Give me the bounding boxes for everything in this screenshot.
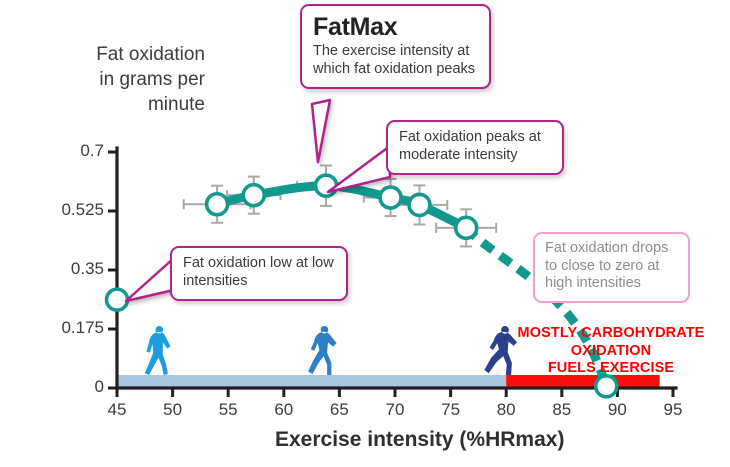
- callout-peak-body: Fat oxidation peaks at moderate intensit…: [399, 129, 541, 163]
- jogging-figure: [308, 325, 337, 375]
- y-tick-label-2: 0.35: [70, 259, 104, 278]
- x-tick-label-0: 45: [107, 400, 127, 419]
- callout-peak-pointer: [326, 144, 392, 194]
- sprinting-figure: [484, 325, 518, 375]
- y-axis-title-line-3: minute: [147, 94, 205, 115]
- x-tick-label-9: 90: [607, 400, 627, 419]
- x-tick-marks: [115, 388, 675, 397]
- aerobic-band: [117, 375, 507, 388]
- callout-low-body: Fat oxidation low at low intensities: [183, 255, 334, 289]
- x-tick-label-10: 95: [663, 400, 683, 419]
- carbohydrate-note: MOSTLY CARBOHYDRATE OXIDATION FUELS EXER…: [495, 325, 727, 378]
- x-tick-label-7: 80: [496, 400, 516, 419]
- carbohydrate-note-line-2: OXIDATION: [570, 342, 652, 359]
- data-point-5: [407, 192, 432, 218]
- y-tick-label-3: 0.525: [61, 200, 104, 219]
- data-point-0: [104, 287, 130, 312]
- callout-fatmax-title: FatMax: [313, 13, 398, 41]
- error-bars: [182, 164, 498, 248]
- x-tick-label-8: 85: [552, 400, 572, 419]
- data-point-7: [593, 374, 619, 399]
- callout-high-intensity: Fat oxidation drops to close to zero at …: [533, 232, 690, 303]
- fuel-bands: [117, 375, 660, 388]
- x-tick-label-2: 55: [218, 400, 238, 419]
- carbohydrate-note-line-3: FUELS EXERCISE: [547, 360, 675, 376]
- data-point-1: [204, 191, 230, 217]
- y-axis-title: Fat oxidation in grams per minute: [40, 42, 205, 117]
- y-tick-label-1: 0.175: [61, 318, 104, 337]
- callout-leaders: [124, 98, 392, 303]
- data-point-6: [453, 215, 479, 241]
- callout-low: Fat oxidation low at low intensities: [170, 246, 348, 301]
- y-axis-title-line-2: in grams per: [99, 69, 205, 90]
- y-tick-label-0: 0: [94, 377, 104, 396]
- x-tick-label-4: 65: [329, 400, 349, 419]
- callout-fatmax-pointer: [310, 98, 332, 164]
- walking-figure: [144, 325, 171, 375]
- callout-fatmax: FatMax The exercise intensity at which f…: [300, 4, 491, 89]
- callout-peak: Fat oxidation peaks at moderate intensit…: [386, 120, 564, 175]
- activity-figures: [144, 325, 518, 375]
- carbohydrate-note-line-1: MOSTLY CARBOHYDRATE: [517, 325, 705, 341]
- callout-high-intensity-body: Fat oxidation drops to close to zero at …: [545, 240, 669, 291]
- x-tick-label-5: 70: [385, 400, 405, 419]
- axes: [108, 146, 678, 397]
- x-tick-label-1: 50: [163, 400, 183, 419]
- x-tick-label-3: 60: [274, 400, 294, 419]
- data-point-3: [313, 173, 339, 199]
- y-tick-label-4: 0.7: [80, 141, 104, 160]
- y-axis-title-line-1: Fat oxidation: [96, 44, 205, 65]
- x-axis-title: Exercise intensity (%HRmax): [275, 428, 565, 451]
- data-point-2: [241, 182, 267, 208]
- data-point-4: [378, 185, 403, 210]
- x-tick-label-6: 75: [441, 400, 461, 419]
- carbohydrate-band: [506, 375, 660, 388]
- callout-fatmax-body: The exercise intensity at which fat oxid…: [313, 43, 476, 77]
